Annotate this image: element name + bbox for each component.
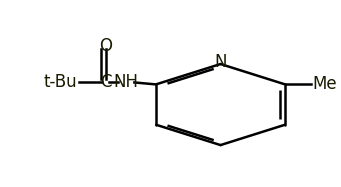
Text: N: N xyxy=(214,53,227,71)
Text: O: O xyxy=(99,37,112,55)
Text: NH: NH xyxy=(114,73,138,91)
Text: Me: Me xyxy=(312,75,337,93)
Text: C: C xyxy=(100,73,112,91)
Text: t-Bu: t-Bu xyxy=(43,73,77,91)
